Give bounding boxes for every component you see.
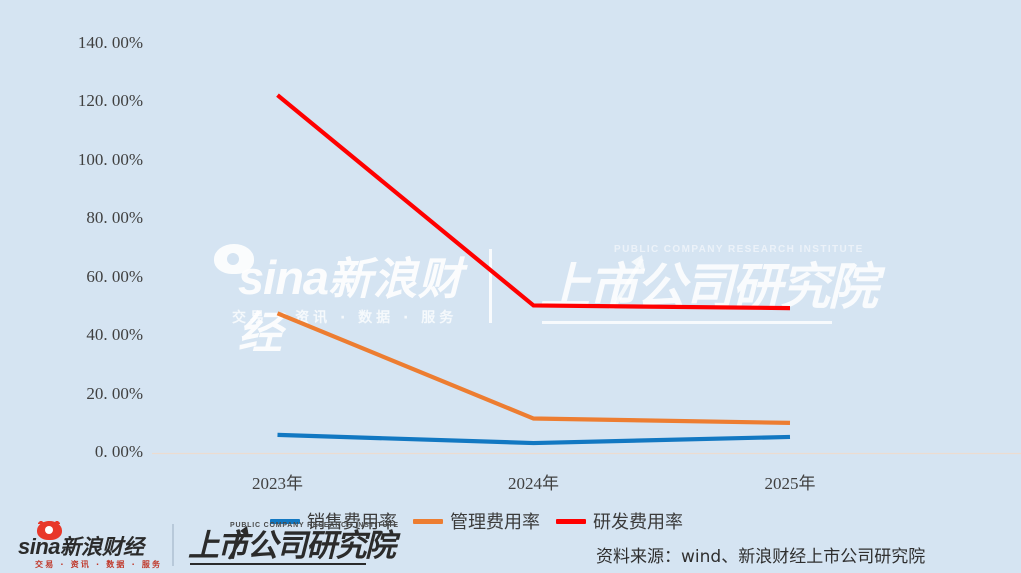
- legend-label: 管理费用率: [450, 512, 540, 533]
- x-axis-tick-label: 2024年: [508, 474, 559, 493]
- growth-arrow-icon: [228, 526, 249, 560]
- series-line: [276, 93, 791, 311]
- series-lines-group: [276, 93, 791, 446]
- sina-eye-icon: [37, 516, 62, 540]
- y-axis-tick-label: 140. 00%: [77, 33, 143, 52]
- footer-sina-cn: 新浪财经: [60, 535, 145, 559]
- footer-institute-underline: [190, 563, 366, 565]
- footer-institute-en: PUBLIC COMPANY RESEARCH INSTITUTE: [230, 522, 399, 529]
- footer-sina-latin: sina: [18, 534, 61, 559]
- legend-item[interactable]: 研发费用率: [556, 508, 683, 534]
- footer-sina-brand: sina新浪财经: [18, 534, 145, 560]
- footer-sina-logo: sina新浪财经 交易 · 资讯 · 数据 · 服务: [18, 516, 168, 569]
- footer-sina-tagline: 交易 · 资讯 · 数据 · 服务: [35, 560, 163, 569]
- footer-institute-cn: 上市公司研究院: [188, 528, 396, 564]
- footer-divider: [172, 524, 174, 566]
- source-note: 资料来源：wind、新浪财经上市公司研究院: [596, 547, 926, 567]
- series-line: [277, 432, 791, 446]
- x-axis-tick-label: 2025年: [764, 474, 816, 493]
- y-axis-tick-label: 60. 00%: [86, 266, 143, 286]
- y-axis-tick-label: 100. 00%: [77, 149, 143, 169]
- x-axis-tick-label: 2023年: [252, 474, 303, 493]
- y-axis-tick-label: 0. 00%: [94, 442, 143, 461]
- legend-swatch-sales: [270, 518, 300, 524]
- y-axis-tick-label: 120. 00%: [77, 91, 143, 111]
- y-axis-tick-label: 40. 00%: [86, 325, 143, 345]
- legend-item[interactable]: 管理费用率: [413, 508, 540, 534]
- legend-label: 研发费用率: [593, 512, 683, 533]
- legend-swatch-rnd: [556, 518, 586, 524]
- series-line: [276, 311, 791, 426]
- legend-swatch-admin: [413, 518, 443, 524]
- y-axis-tick-label: 80. 00%: [86, 208, 143, 228]
- y-axis-tick-label: 20. 00%: [86, 383, 143, 403]
- legend-label: 销售费用率: [307, 512, 397, 533]
- footer-institute-logo: PUBLIC COMPANY RESEARCH INSTITUTE 上市公司研究…: [188, 520, 398, 570]
- legend-item[interactable]: 销售费用率: [270, 508, 397, 534]
- chart-legend: 销售费用率 管理费用率 研发费用率: [270, 508, 683, 534]
